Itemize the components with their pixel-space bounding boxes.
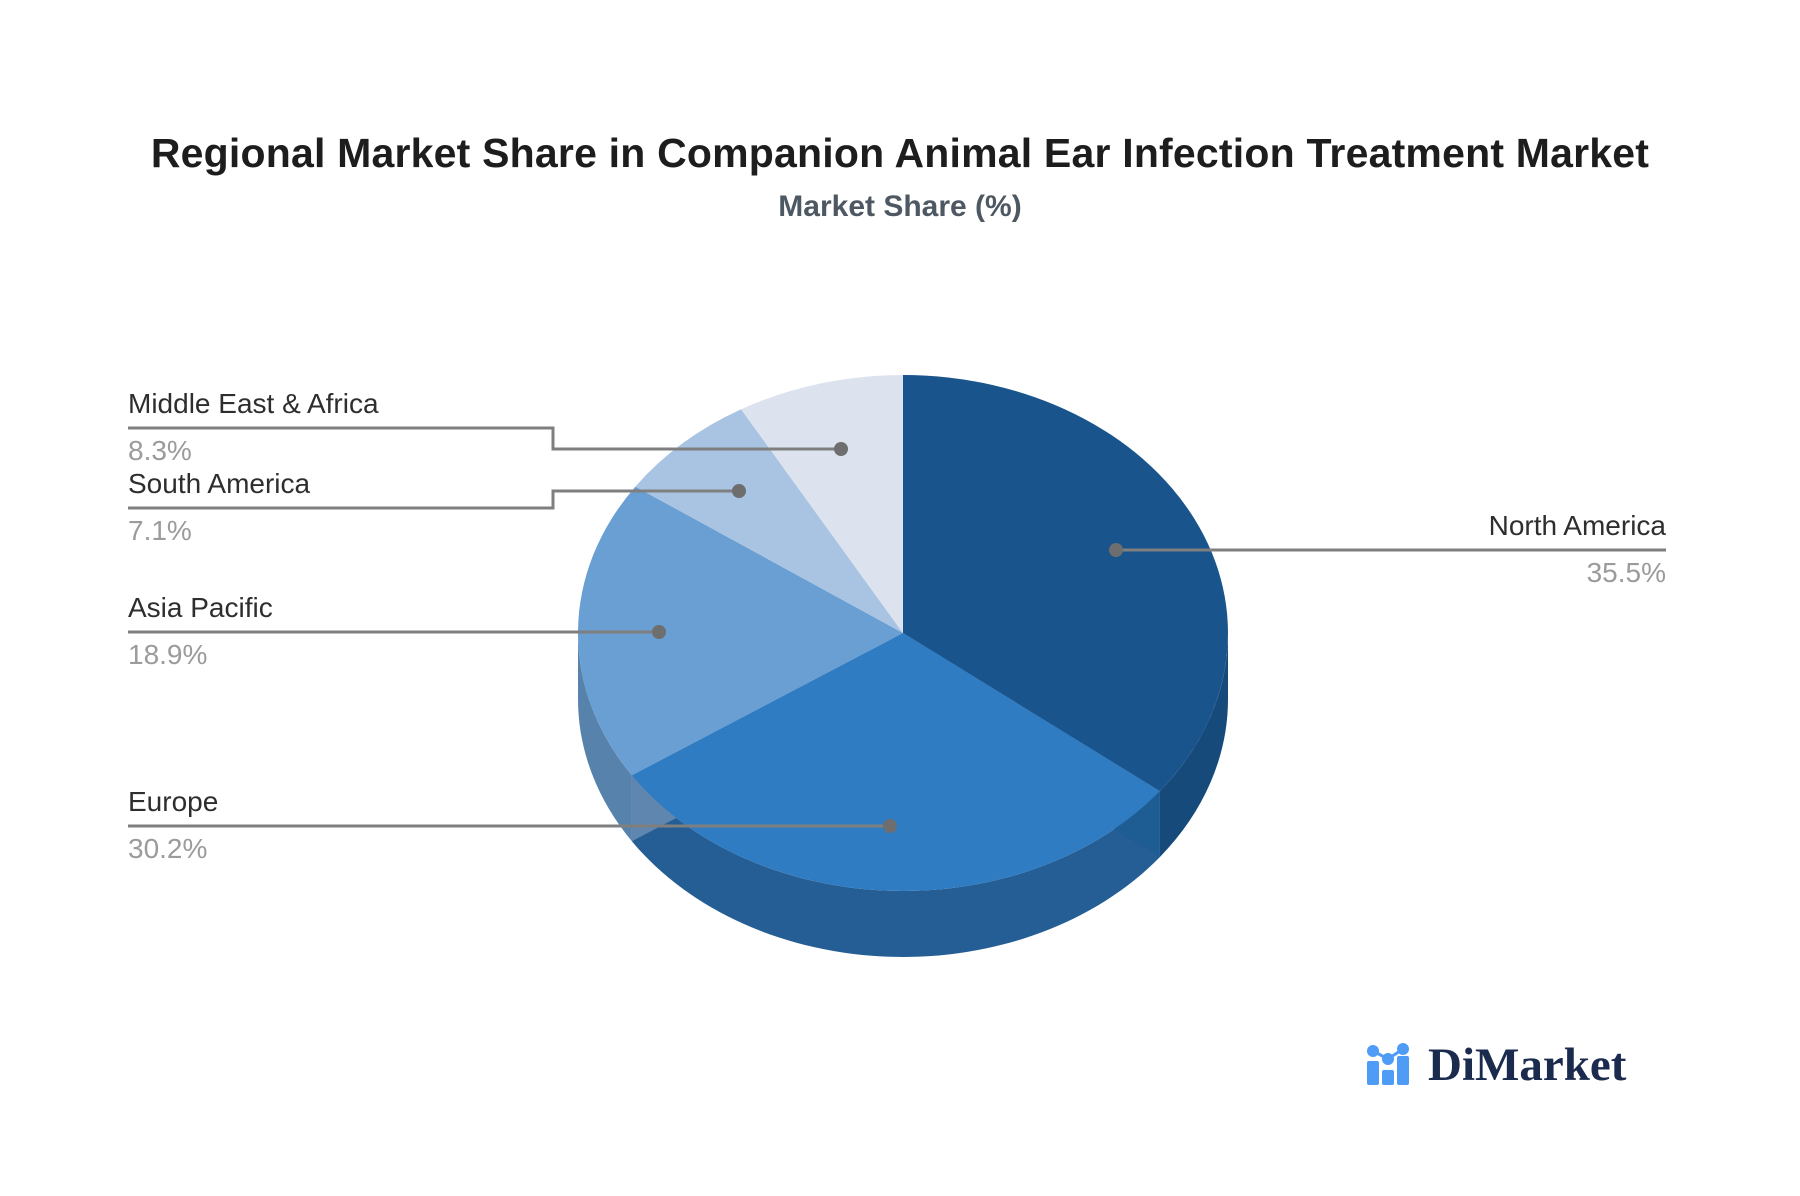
pie-slice-south-america[interactable] bbox=[635, 409, 903, 633]
slice-label-europe: Europe 30.2% bbox=[128, 785, 218, 866]
leader-south-america bbox=[128, 489, 739, 510]
pie-side-europe[interactable] bbox=[631, 775, 1160, 957]
slice-percent: 30.2% bbox=[128, 833, 208, 864]
dot-north-america bbox=[1109, 543, 1123, 557]
dot-asia-pacific bbox=[652, 625, 666, 639]
pie-side-north-america[interactable] bbox=[1159, 633, 1228, 858]
pie-slice-asia-pacific[interactable] bbox=[578, 486, 903, 776]
dot-south-america bbox=[732, 484, 746, 498]
slice-label-north-america: North America 35.5% bbox=[1489, 509, 1666, 590]
leader-lines bbox=[128, 426, 1666, 828]
dimarket-watermark: DiMarket bbox=[1366, 1039, 1627, 1091]
slice-label-middle-east-africa: Middle East & Africa 8.3% bbox=[128, 387, 379, 468]
slice-name: Asia Pacific bbox=[128, 592, 273, 623]
slice-percent: 8.3% bbox=[128, 435, 192, 466]
slice-percent: 7.1% bbox=[128, 515, 192, 546]
pie-side-asia-pacific[interactable] bbox=[578, 633, 632, 842]
leader-dots bbox=[652, 442, 1123, 833]
slice-name: Middle East & Africa bbox=[128, 388, 379, 419]
pie-slice-north-america[interactable] bbox=[903, 375, 1228, 792]
slice-name: Europe bbox=[128, 786, 219, 817]
slice-percent: 35.5% bbox=[1586, 557, 1666, 588]
dot-middle-east-africa bbox=[834, 442, 848, 456]
slice-name: North America bbox=[1488, 510, 1666, 541]
slice-percent: 18.9% bbox=[128, 639, 208, 670]
dot-europe bbox=[883, 819, 897, 833]
pie-slice-middle-east-africa[interactable] bbox=[741, 375, 903, 633]
leader-middle-east-africa bbox=[128, 426, 841, 451]
chart-title: Regional Market Share in Companion Anima… bbox=[150, 130, 1650, 176]
dimarket-logo-text: DiMarket bbox=[1428, 1039, 1627, 1091]
slice-label-south-america: South America 7.1% bbox=[128, 467, 310, 548]
slice-name: South America bbox=[128, 468, 311, 499]
dimarket-logo-icon bbox=[1367, 1043, 1409, 1085]
pie-slices[interactable] bbox=[578, 375, 1228, 957]
chart-subtitle: Market Share (%) bbox=[778, 190, 1022, 223]
slice-label-asia-pacific: Asia Pacific 18.9% bbox=[128, 591, 273, 672]
